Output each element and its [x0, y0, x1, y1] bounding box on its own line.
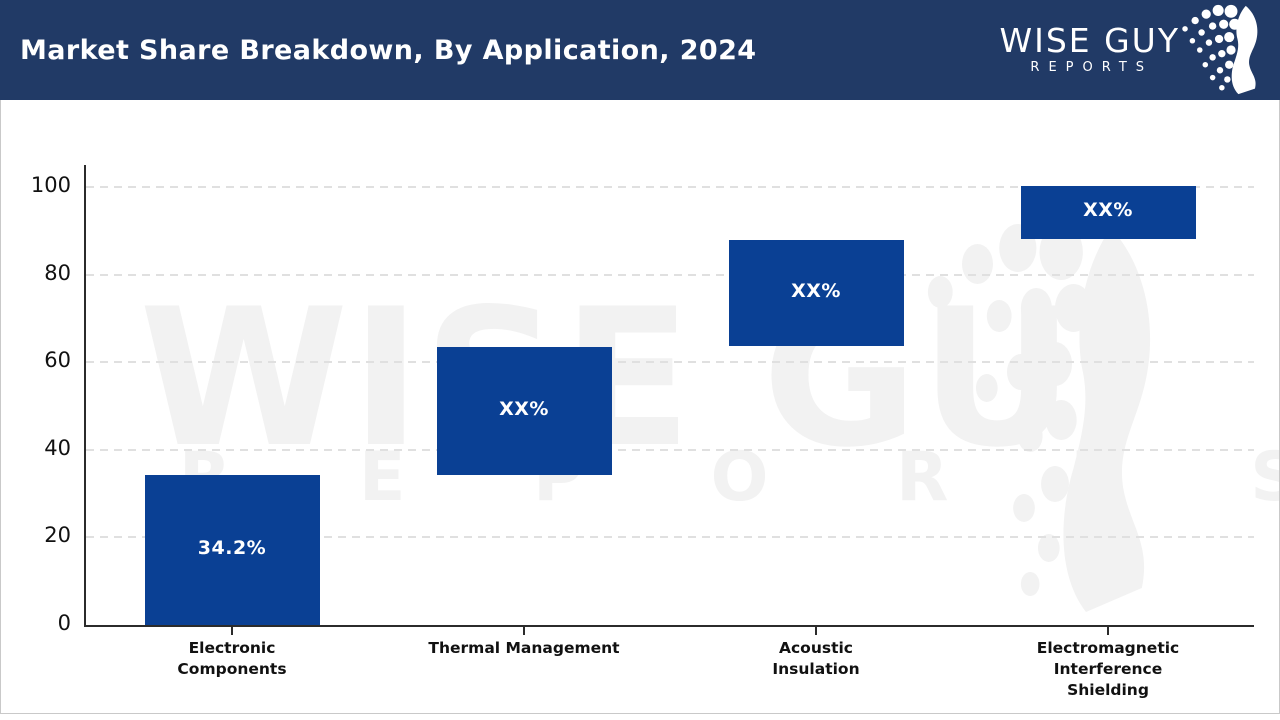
x-axis-category-label: Acoustic Insulation: [676, 638, 956, 680]
x-axis-category-label: Thermal Management: [384, 638, 664, 659]
chart-canvas: WISE GU R E P O R T S 0 20 40 60 80 100 34.2% E…: [0, 100, 1280, 714]
dotted-head-icon: [1182, 4, 1258, 95]
bar-value-label: XX%: [499, 398, 549, 421]
x-axis-tick: [815, 627, 817, 635]
category-label-line: Insulation: [772, 660, 860, 678]
x-axis-line: [84, 625, 1254, 627]
bar-segment: [436, 346, 612, 476]
category-label-line: Thermal Management: [428, 639, 620, 657]
bar-segment: [144, 475, 320, 625]
category-label-line: Acoustic: [778, 639, 853, 657]
bar-value-label: 34.2%: [197, 537, 267, 560]
gridline-y80: [86, 273, 1254, 276]
gridline-y60: [86, 361, 1254, 364]
category-label-line: Interference: [1053, 660, 1163, 678]
gridline-y20: [86, 536, 1254, 539]
bar-segment: [1020, 186, 1196, 239]
x-axis-tick: [1107, 627, 1109, 635]
y-axis-tick-label: 100: [30, 173, 71, 197]
y-axis-tick-label: 20: [44, 523, 71, 548]
y-axis-tick-label: 0: [57, 611, 71, 635]
logo-brand-name: WISE GUY: [999, 21, 1180, 60]
logo-brand-sub: REPORTS: [1030, 60, 1154, 75]
gridline-y100: [86, 186, 1254, 188]
x-axis-category-label: Electromagnetic Interference Shielding: [968, 638, 1248, 701]
bar-value-label: XX%: [1083, 199, 1133, 222]
y-axis-tick-label: 80: [44, 260, 71, 285]
bar-value-label: XX%: [791, 279, 841, 302]
wise-guy-logo: WISE GUY REPORTS: [999, 4, 1266, 96]
header-bar: Market Share Breakdown, By Application, …: [0, 0, 1280, 100]
logo-text: WISE GUY REPORTS: [999, 24, 1180, 76]
page-title: Market Share Breakdown, By Application, …: [20, 34, 757, 66]
y-axis-line: [84, 165, 86, 627]
category-label-line: Shielding: [1067, 681, 1149, 699]
category-label-line: Electromagnetic: [1036, 639, 1180, 657]
category-label-line: Components: [177, 660, 287, 678]
x-axis-category-label: Electronic Components: [92, 638, 372, 680]
y-axis-tick-label: 60: [44, 348, 71, 373]
x-axis-tick: [523, 627, 525, 635]
x-axis-tick: [231, 627, 233, 635]
y-axis-tick-label: 40: [44, 435, 71, 460]
category-label-line: Electronic: [188, 639, 276, 657]
bar-segment: [728, 239, 904, 346]
watermark-head-icon: [927, 224, 1151, 612]
gridline-y40: [86, 448, 1254, 451]
